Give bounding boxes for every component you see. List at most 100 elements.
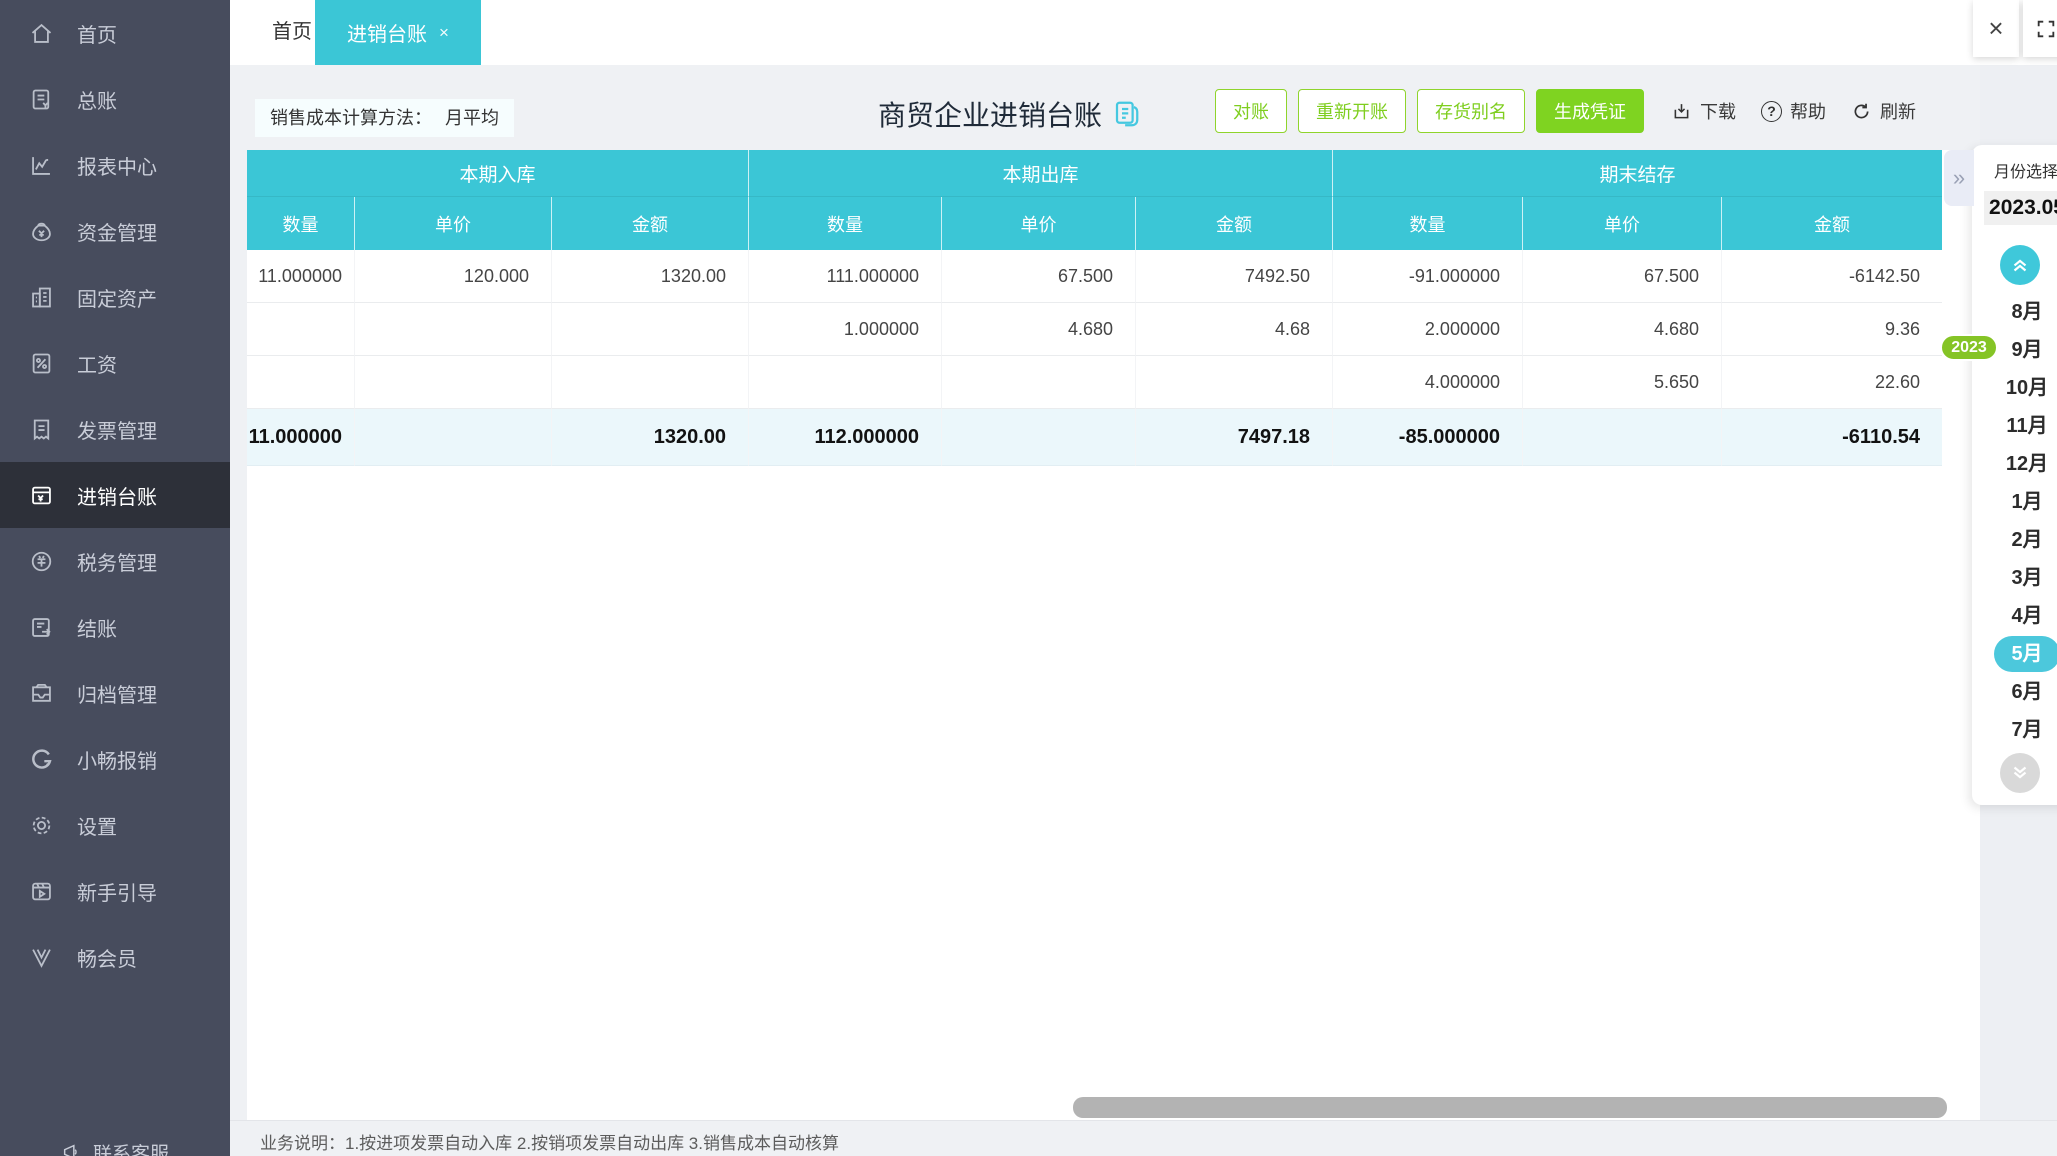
sidebar-item-label: 进销台账 <box>77 486 157 509</box>
month-item[interactable]: 2月 <box>2011 529 2043 551</box>
table-cell: 5.650 <box>1522 356 1721 409</box>
money-bag-icon <box>32 222 51 241</box>
tab-stock-ledger[interactable]: 进销台账 × <box>315 0 481 65</box>
invoice-icon <box>33 419 50 440</box>
group-header-ending-balance: 期末结存 <box>1332 150 1942 197</box>
sidebar-item-tax[interactable]: 税务管理 <box>0 528 230 594</box>
table-cell: 7492.50 <box>1135 250 1332 303</box>
reconcile-button[interactable]: 对账 <box>1215 89 1287 133</box>
help-link[interactable]: ? 帮助 <box>1761 98 1826 124</box>
sidebar-item-funds[interactable]: 资金管理 <box>0 198 230 264</box>
month-item[interactable]: 6月 <box>2011 681 2043 703</box>
table-cell: -91.000000 <box>1332 250 1522 303</box>
months-scroll-down-button[interactable] <box>2000 753 2040 793</box>
table-cell <box>941 409 1135 466</box>
table-cell: 1320.00 <box>551 409 748 466</box>
table-cell: 120.000 <box>354 250 551 303</box>
sidebar-item-report-center[interactable]: 报表中心 <box>0 132 230 198</box>
table-cell: 7497.18 <box>1135 409 1332 466</box>
month-item[interactable]: 10月 <box>2005 377 2049 399</box>
tab-home[interactable]: 首页 <box>272 21 312 43</box>
month-item[interactable]: 8月 <box>2011 301 2043 323</box>
sidebar-item-label: 固定资产 <box>77 288 157 311</box>
column-header: 金额 <box>1721 197 1942 250</box>
tab-close-icon[interactable]: × <box>439 22 449 42</box>
year-badge: 2023 <box>1940 334 1998 361</box>
column-header: 单价 <box>1522 197 1721 250</box>
month-item[interactable]: 3月 <box>2011 567 2043 589</box>
sidebar-bottom-partial[interactable]: 联系客服 <box>0 1130 230 1156</box>
column-header: 数量 <box>282 214 319 235</box>
tax-icon <box>31 551 52 571</box>
table-cell: 1320.00 <box>551 250 748 303</box>
megaphone-icon <box>63 1144 77 1156</box>
sidebar-item-general-ledger[interactable]: 总账 <box>0 66 230 132</box>
table-cell: 111.000000 <box>748 250 941 303</box>
sidebar-item-settings[interactable]: 设置 <box>0 792 230 858</box>
table-group-header-row: 本期入库 本期出库 期末结存 <box>247 150 1942 197</box>
table-cell: 67.500 <box>1522 250 1721 303</box>
ledger-icon <box>32 89 50 109</box>
group-header-outbound: 本期出库 <box>748 150 1332 197</box>
table-cell: 2.000000 <box>1332 303 1522 356</box>
sidebar-item-expense[interactable]: 小畅报销 <box>0 726 230 792</box>
table-cell <box>551 356 748 409</box>
sidebar-item-member[interactable]: 畅会员 <box>0 924 230 990</box>
sidebar-item-salary[interactable]: 工资 <box>0 330 230 396</box>
sidebar-item-archive[interactable]: 归档管理 <box>0 660 230 726</box>
refresh-link[interactable]: 刷新 <box>1851 98 1916 124</box>
sidebar-item-invoice[interactable]: 发票管理 <box>0 396 230 462</box>
horizontal-scrollbar-thumb[interactable] <box>1073 1097 1947 1118</box>
chevron-up-double-icon <box>2013 259 2027 272</box>
month-item[interactable]: 4月 <box>2011 605 2043 627</box>
sidebar-item-closing[interactable]: 结账 <box>0 594 230 660</box>
months-scroll-up-button[interactable] <box>2000 245 2040 285</box>
gear-icon <box>32 816 51 834</box>
table-cell: 4.680 <box>941 303 1135 356</box>
sidebar-item-label: 小畅报销 <box>77 750 157 773</box>
table-cell <box>354 356 551 409</box>
business-note: 业务说明：1.按进项发票自动入库 2.按销项发票自动出库 3.销售成本自动核算 <box>260 1134 839 1153</box>
table-cell <box>551 303 748 356</box>
month-item[interactable]: 7月 <box>2011 719 2043 741</box>
reopen-account-button[interactable]: 重新开账 <box>1298 89 1406 133</box>
month-item[interactable]: 12月 <box>2005 453 2049 475</box>
sidebar-item-label: 畅会员 <box>77 948 137 971</box>
sidebar-item-label: 发票管理 <box>77 420 157 443</box>
sidebar-item-stock-ledger[interactable]: 进销台账 <box>0 462 230 528</box>
tab-label: 进销台账 <box>347 24 428 46</box>
home-icon <box>31 23 52 43</box>
table-cell: 9.36 <box>1721 303 1942 356</box>
sidebar-item-guide[interactable]: 新手引导 <box>0 858 230 924</box>
document-copy-icon <box>1115 101 1139 127</box>
table-column-header-row: 数量 单价 金额 数量 单价 金额 数量 单价 金额 <box>247 197 1942 250</box>
table-cell: 4.000000 <box>1332 356 1522 409</box>
sidebar-item-home[interactable]: 首页 <box>0 0 230 66</box>
month-item-selected[interactable]: 5月 <box>1994 636 2057 672</box>
closing-book-icon <box>32 617 51 637</box>
sidebar-item-label: 工资 <box>77 354 117 377</box>
month-item[interactable]: 1月 <box>2011 491 2043 513</box>
table-cell <box>247 303 354 356</box>
month-panel-title: 月份选择 <box>1994 164 2057 181</box>
sidebar-item-fixed-assets[interactable]: 固定资产 <box>0 264 230 330</box>
salary-sheet-icon <box>32 353 51 373</box>
member-v-icon <box>32 948 51 968</box>
stock-ledger-icon <box>32 486 51 504</box>
month-item[interactable]: 11月 <box>2006 415 2048 437</box>
tab-bar: 首页 进销台账 × <box>230 0 2057 65</box>
header-actions: 对账 重新开账 存货别名 生成凭证 下载 ? 帮助 刷新 <box>1215 89 1916 133</box>
generate-voucher-button[interactable]: 生成凭证 <box>1536 89 1644 133</box>
inventory-alias-button[interactable]: 存货别名 <box>1417 89 1525 133</box>
window-fullscreen-button[interactable] <box>2023 0 2057 57</box>
guide-video-icon <box>32 882 51 900</box>
month-item[interactable]: 9月 <box>2011 339 2043 361</box>
sidebar-item-label: 资金管理 <box>77 222 157 245</box>
download-link[interactable]: 下载 <box>1671 98 1736 124</box>
sidebar-item-label: 设置 <box>77 816 117 839</box>
table-cell <box>941 356 1135 409</box>
window-close-button[interactable]: × <box>1973 0 2019 57</box>
panel-collapse-handle[interactable]: » <box>1944 150 1974 206</box>
sidebar-bottom-label: 联系客服 <box>92 1143 169 1156</box>
xiaochang-logo-icon <box>32 748 52 769</box>
